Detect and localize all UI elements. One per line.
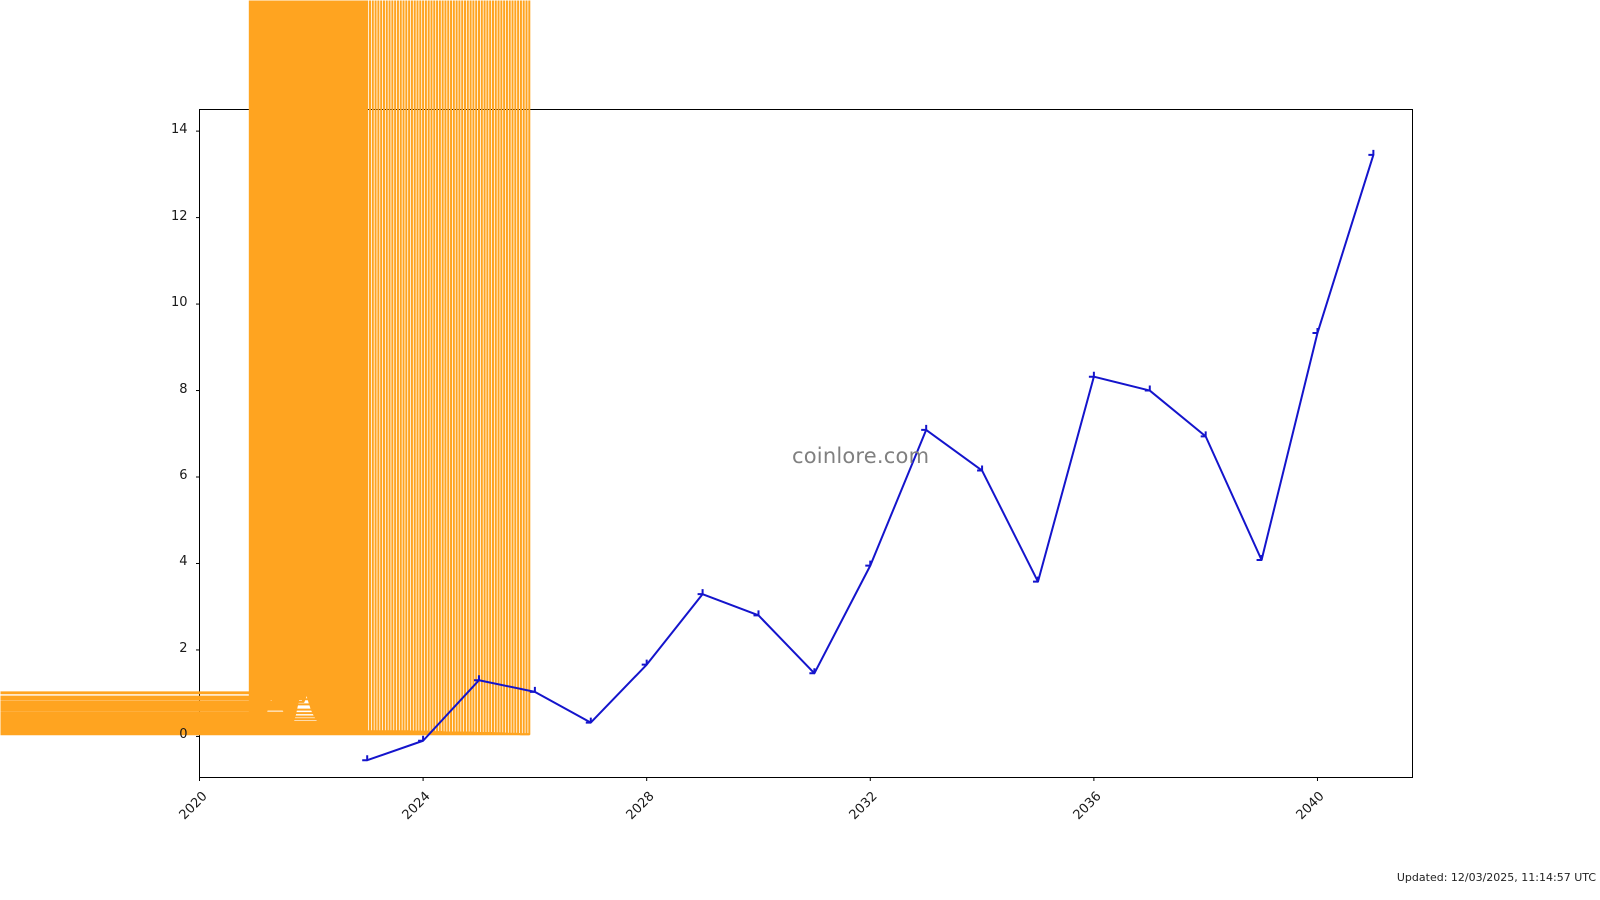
y-tick-label: 8: [179, 381, 188, 397]
updated-timestamp: Updated: 12/03/2025, 11:14:57 UTC: [1396, 871, 1596, 884]
watermark-text: coinlore.com: [792, 443, 930, 468]
y-tick-label: 10: [170, 295, 188, 311]
series-forecast: [362, 149, 1375, 762]
axes-spines: [199, 109, 1413, 778]
y-tick-label: 12: [170, 208, 188, 224]
y-tick-label: 6: [179, 468, 188, 483]
series-historical: [0, 0, 531, 736]
series-markers-historical: [0, 0, 531, 736]
x-tick-marks: [199, 777, 1318, 781]
y-tick-label: 14: [170, 122, 188, 138]
plot-area-border: [199, 109, 1413, 778]
y-tick-label: 2: [179, 640, 188, 656]
y-tick-label: 4: [179, 554, 188, 570]
series-markers-forecast: [362, 149, 1375, 762]
y-tick-marks: [196, 130, 200, 737]
y-tick-label: 0: [179, 727, 188, 743]
